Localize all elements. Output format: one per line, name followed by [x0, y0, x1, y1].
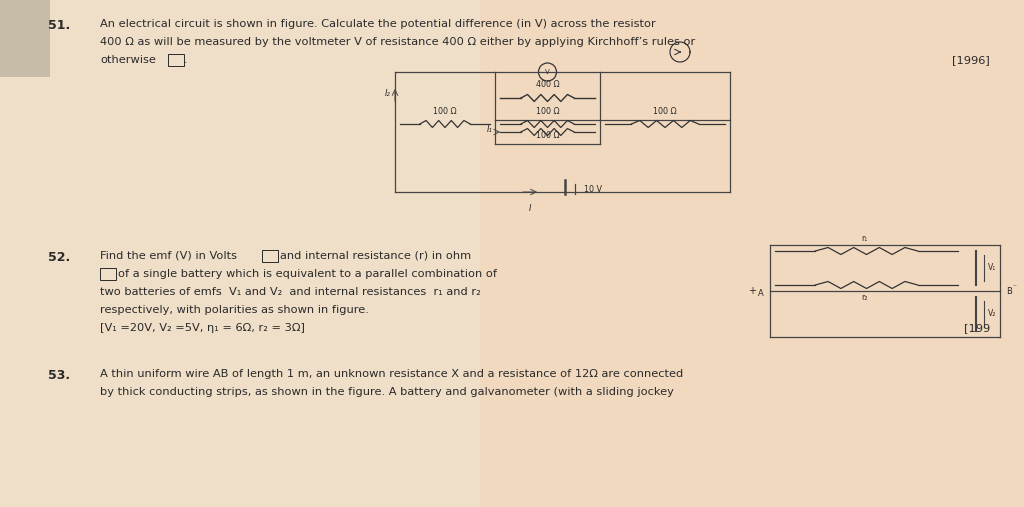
Text: V: V [545, 69, 550, 75]
Text: 52.: 52. [48, 251, 71, 264]
Text: 10 V: 10 V [584, 186, 602, 195]
Text: respectively, with polarities as shown in figure.: respectively, with polarities as shown i… [100, 305, 369, 315]
Text: +: + [748, 286, 756, 296]
Bar [480, 0, 1024, 507]
Text: [1996]: [1996] [952, 55, 990, 65]
Text: 53.: 53. [48, 369, 70, 382]
Text: 100 Ω: 100 Ω [433, 107, 457, 116]
Text: B: B [1006, 286, 1012, 296]
Bar [0, 0, 50, 77]
Text: r₂: r₂ [861, 293, 867, 302]
Text: r₁: r₁ [861, 234, 867, 243]
Text: An electrical circuit is shown in figure. Calculate the potential difference (in: An electrical circuit is shown in figure… [100, 19, 655, 29]
Text: by thick conducting strips, as shown in the figure. A battery and galvanometer (: by thick conducting strips, as shown in … [100, 387, 674, 397]
Text: 100 Ω: 100 Ω [536, 107, 559, 116]
Text: Find the emf (V) in Volts: Find the emf (V) in Volts [100, 251, 237, 261]
Text: 100 Ω: 100 Ω [536, 131, 559, 140]
Text: 400 Ω: 400 Ω [536, 80, 559, 89]
Text: ⁻: ⁻ [1012, 282, 1016, 292]
Text: two batteries of emfs  V₁ and V₂  and internal resistances  r₁ and r₂: two batteries of emfs V₁ and V₂ and inte… [100, 287, 480, 297]
Text: I: I [528, 204, 531, 213]
Text: V₁: V₁ [988, 264, 996, 272]
Text: 51.: 51. [48, 19, 71, 32]
Bar [168, 54, 184, 66]
Text: A: A [758, 288, 764, 298]
Text: .: . [184, 55, 187, 65]
Text: of a single battery which is equivalent to a parallel combination of: of a single battery which is equivalent … [118, 269, 497, 279]
Text: V₂: V₂ [988, 309, 996, 318]
Text: 400 Ω as will be measured by the voltmeter V of resistance 400 Ω either by apply: 400 Ω as will be measured by the voltmet… [100, 37, 695, 47]
Bar [100, 268, 116, 280]
Text: I₂: I₂ [385, 90, 391, 98]
Text: otherwise: otherwise [100, 55, 156, 65]
Text: and internal resistance (r) in ohm: and internal resistance (r) in ohm [280, 251, 471, 261]
Text: I₁: I₁ [487, 126, 493, 134]
Text: [199: [199 [964, 323, 990, 333]
Bar [262, 250, 278, 262]
Text: [V₁ =20V, V₂ =5V, η₁ = 6Ω, r₂ = 3Ω]: [V₁ =20V, V₂ =5V, η₁ = 6Ω, r₂ = 3Ω] [100, 323, 305, 333]
Text: 100 Ω: 100 Ω [653, 107, 677, 116]
Text: A thin uniform wire AB of length 1 m, an unknown resistance X and a resistance o: A thin uniform wire AB of length 1 m, an… [100, 369, 683, 379]
